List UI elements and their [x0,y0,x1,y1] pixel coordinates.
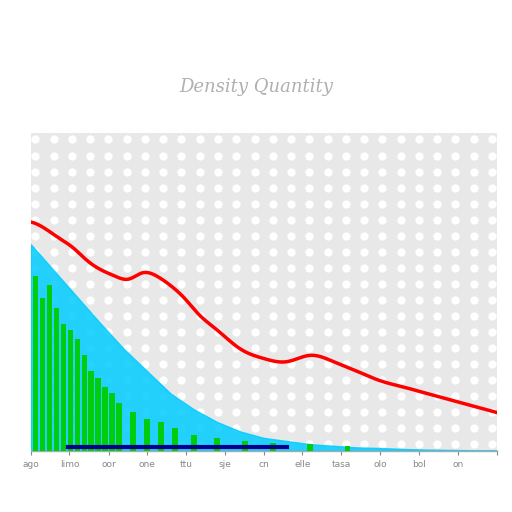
Bar [102,387,108,451]
Bar [81,355,87,451]
Bar [131,413,136,451]
Bar [308,444,313,451]
Bar [110,393,115,451]
Bar [39,298,45,451]
Bar [54,308,59,451]
Bar [33,276,38,451]
Bar [158,422,164,451]
Text: Density Quantity: Density Quantity [179,78,333,96]
Bar [75,339,80,451]
Bar [47,286,52,451]
Bar [68,330,73,451]
Bar [345,446,350,451]
Bar [270,442,276,451]
Bar [173,429,178,451]
Bar [144,419,150,451]
Bar [242,441,248,451]
Bar [116,403,122,451]
Bar [95,377,101,451]
Bar [215,438,220,451]
Bar [89,371,94,451]
Bar [191,435,197,451]
Bar [60,324,66,451]
